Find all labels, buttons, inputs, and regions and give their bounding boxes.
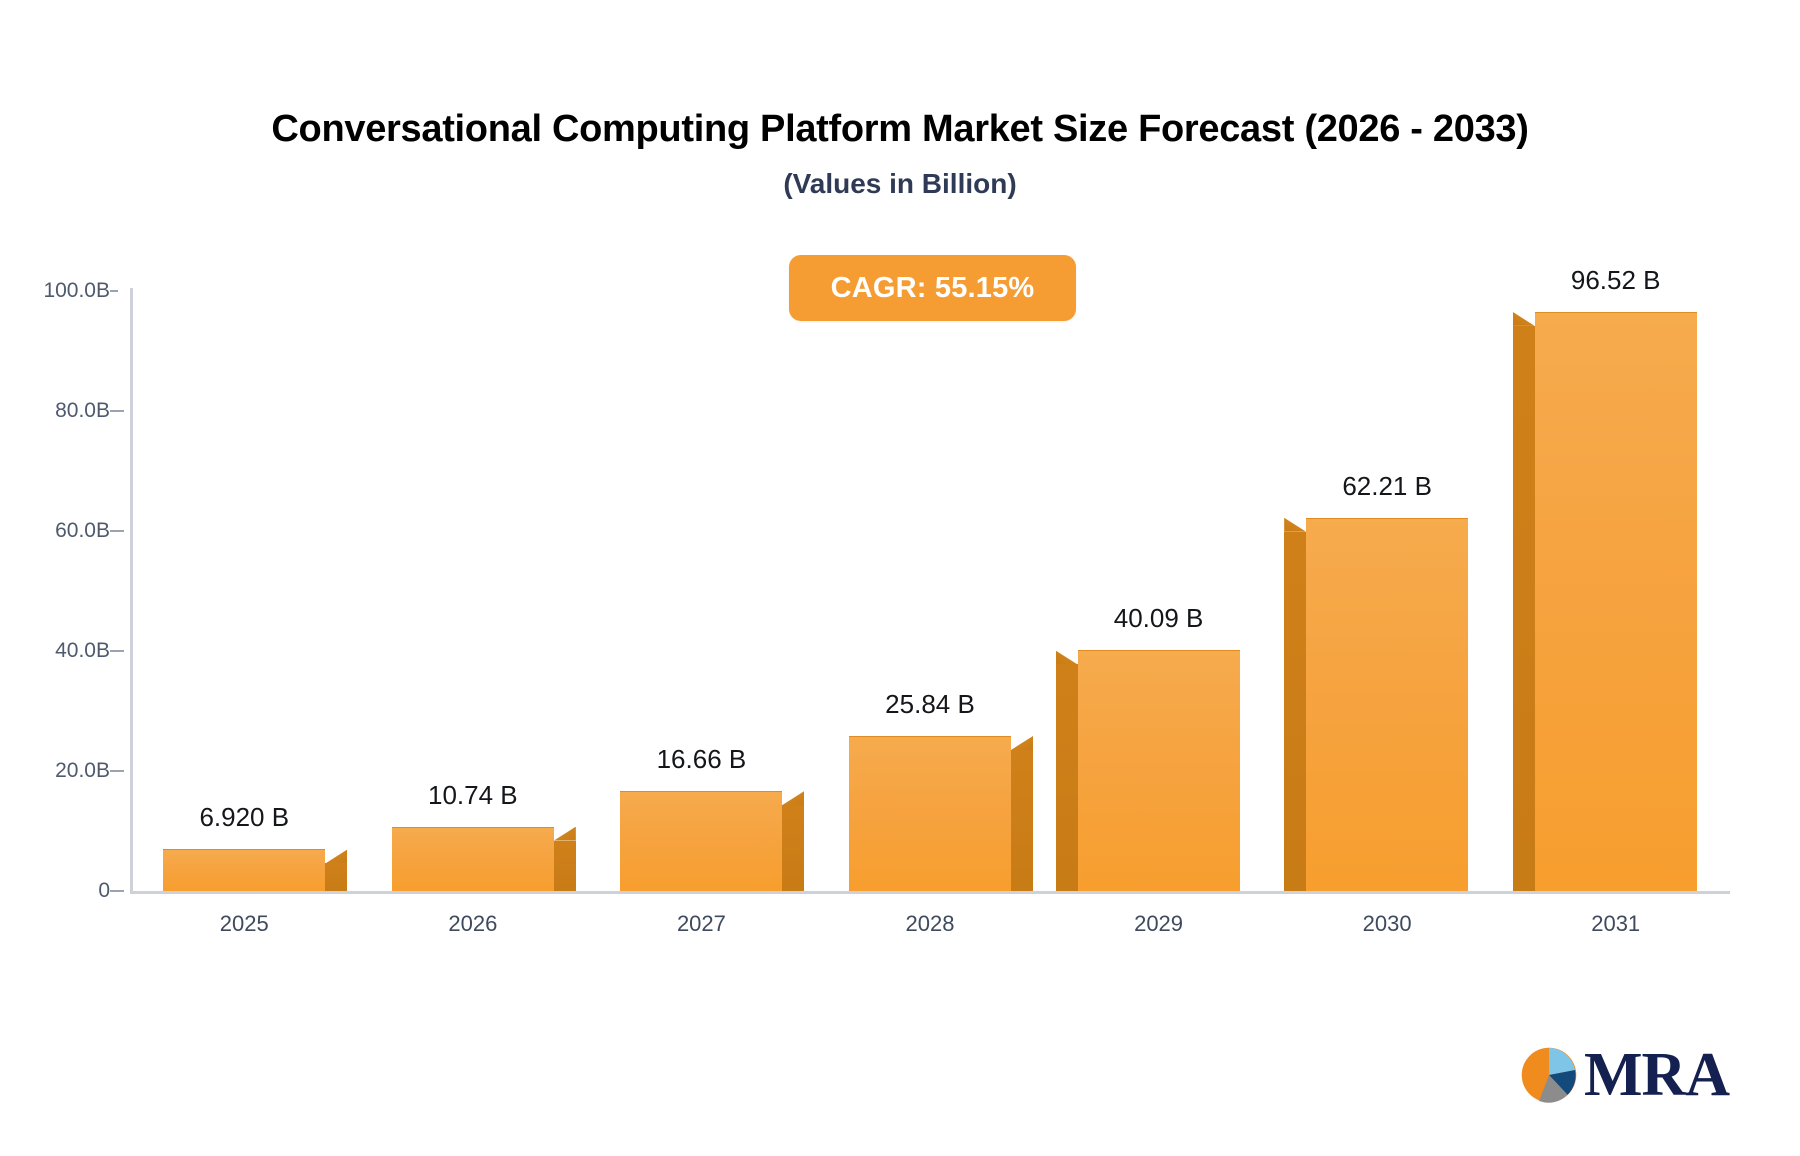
bar-column[interactable]: 62.21 B <box>1284 291 1469 891</box>
bar-column[interactable]: 25.84 B <box>849 291 1033 891</box>
bar-column[interactable]: 96.52 B <box>1512 265 1697 891</box>
bar-top-bevel <box>1284 517 1307 532</box>
bar-side-face <box>553 840 576 891</box>
plot-area: 0 20.0B 40.0B 60.0B 80.0B 100.0B 6.920 B 10.74… <box>43 265 1730 936</box>
bar-side-face <box>1284 531 1307 891</box>
cagr-badge-label: CAGR: 55.15% <box>830 271 1035 304</box>
x-axis-tick-label: 2029 <box>1134 911 1184 936</box>
y-axis-tick-mark <box>110 770 124 772</box>
y-axis-tick-mark <box>110 290 118 292</box>
bar-side-face <box>325 863 348 891</box>
y-axis-tick-mark <box>110 530 124 532</box>
y-axis-tick-label: 40.0B <box>55 639 110 662</box>
y-axis-tick-label: 20.0B <box>55 759 110 782</box>
x-axis-tick-label: 2025 <box>219 911 269 936</box>
y-axis-tick-mark <box>110 410 124 412</box>
bar-face[interactable] <box>163 849 326 891</box>
bar-face[interactable] <box>1306 517 1469 891</box>
logo-wordmark: MRA <box>1584 1041 1730 1109</box>
bar-column[interactable]: 40.09 B <box>1055 291 1240 891</box>
bar-side-face <box>1055 664 1078 891</box>
bar-face[interactable] <box>1077 650 1240 891</box>
x-axis-tick-label: 2028 <box>905 911 955 936</box>
bar-value-label: 62.21 B <box>1342 470 1432 501</box>
bar-value-label: 96.52 B <box>1570 264 1661 295</box>
pie-chart-icon <box>1521 1047 1577 1103</box>
y-axis-tick-label: 0 <box>98 879 110 902</box>
bar-value-label: 40.09 B <box>1113 603 1204 634</box>
bar-top-bevel <box>782 791 805 806</box>
x-axis-tick-label: 2026 <box>448 911 498 936</box>
y-axis-tick-mark <box>110 890 124 892</box>
bar-value-label: 25.84 B <box>885 688 975 719</box>
y-axis-tick-label: 100.0B <box>43 279 110 302</box>
bar-side-face <box>1011 749 1033 891</box>
bar-face[interactable] <box>391 826 554 891</box>
y-axis-tick-label: 80.0B <box>55 399 110 422</box>
bar-top-bevel <box>1055 650 1078 665</box>
chart-title: Conversational Computing Platform Market… <box>271 108 1529 150</box>
y-axis-tick-label: 60.0B <box>55 519 110 542</box>
bar-column[interactable]: 10.74 B <box>391 291 576 891</box>
x-axis-tick-label: 2031 <box>1591 911 1641 936</box>
bar-column[interactable]: 16.66 B <box>620 291 805 891</box>
bar-value-label: 6.920 B <box>199 802 290 833</box>
chart-subtitle: (Values in Billion) <box>783 168 1017 199</box>
x-axis-line <box>130 891 1730 894</box>
bar-side-face <box>782 805 805 891</box>
cagr-badge: CAGR: 55.15% <box>789 255 1076 321</box>
bar-top-bevel <box>325 849 348 864</box>
mra-logo: MRA <box>1518 1041 1730 1109</box>
bar-column[interactable]: 6.920 B <box>163 291 348 891</box>
bar-value-label: 10.74 B <box>428 779 518 810</box>
bar-top-bevel <box>1512 311 1535 326</box>
x-axis-tick-label: 2027 <box>676 911 726 936</box>
bar-side-face <box>1512 325 1535 891</box>
bar-face[interactable] <box>849 735 1011 891</box>
x-axis-tick-label: 2030 <box>1362 911 1412 936</box>
bar-top-bevel <box>1011 735 1033 750</box>
y-axis-tick-mark <box>110 650 124 652</box>
bar-top-bevel <box>553 826 576 841</box>
bar-value-label: 16.66 B <box>656 744 747 775</box>
bar-face[interactable] <box>620 791 783 891</box>
y-axis-line <box>130 288 133 891</box>
bar-face[interactable] <box>1534 311 1697 891</box>
